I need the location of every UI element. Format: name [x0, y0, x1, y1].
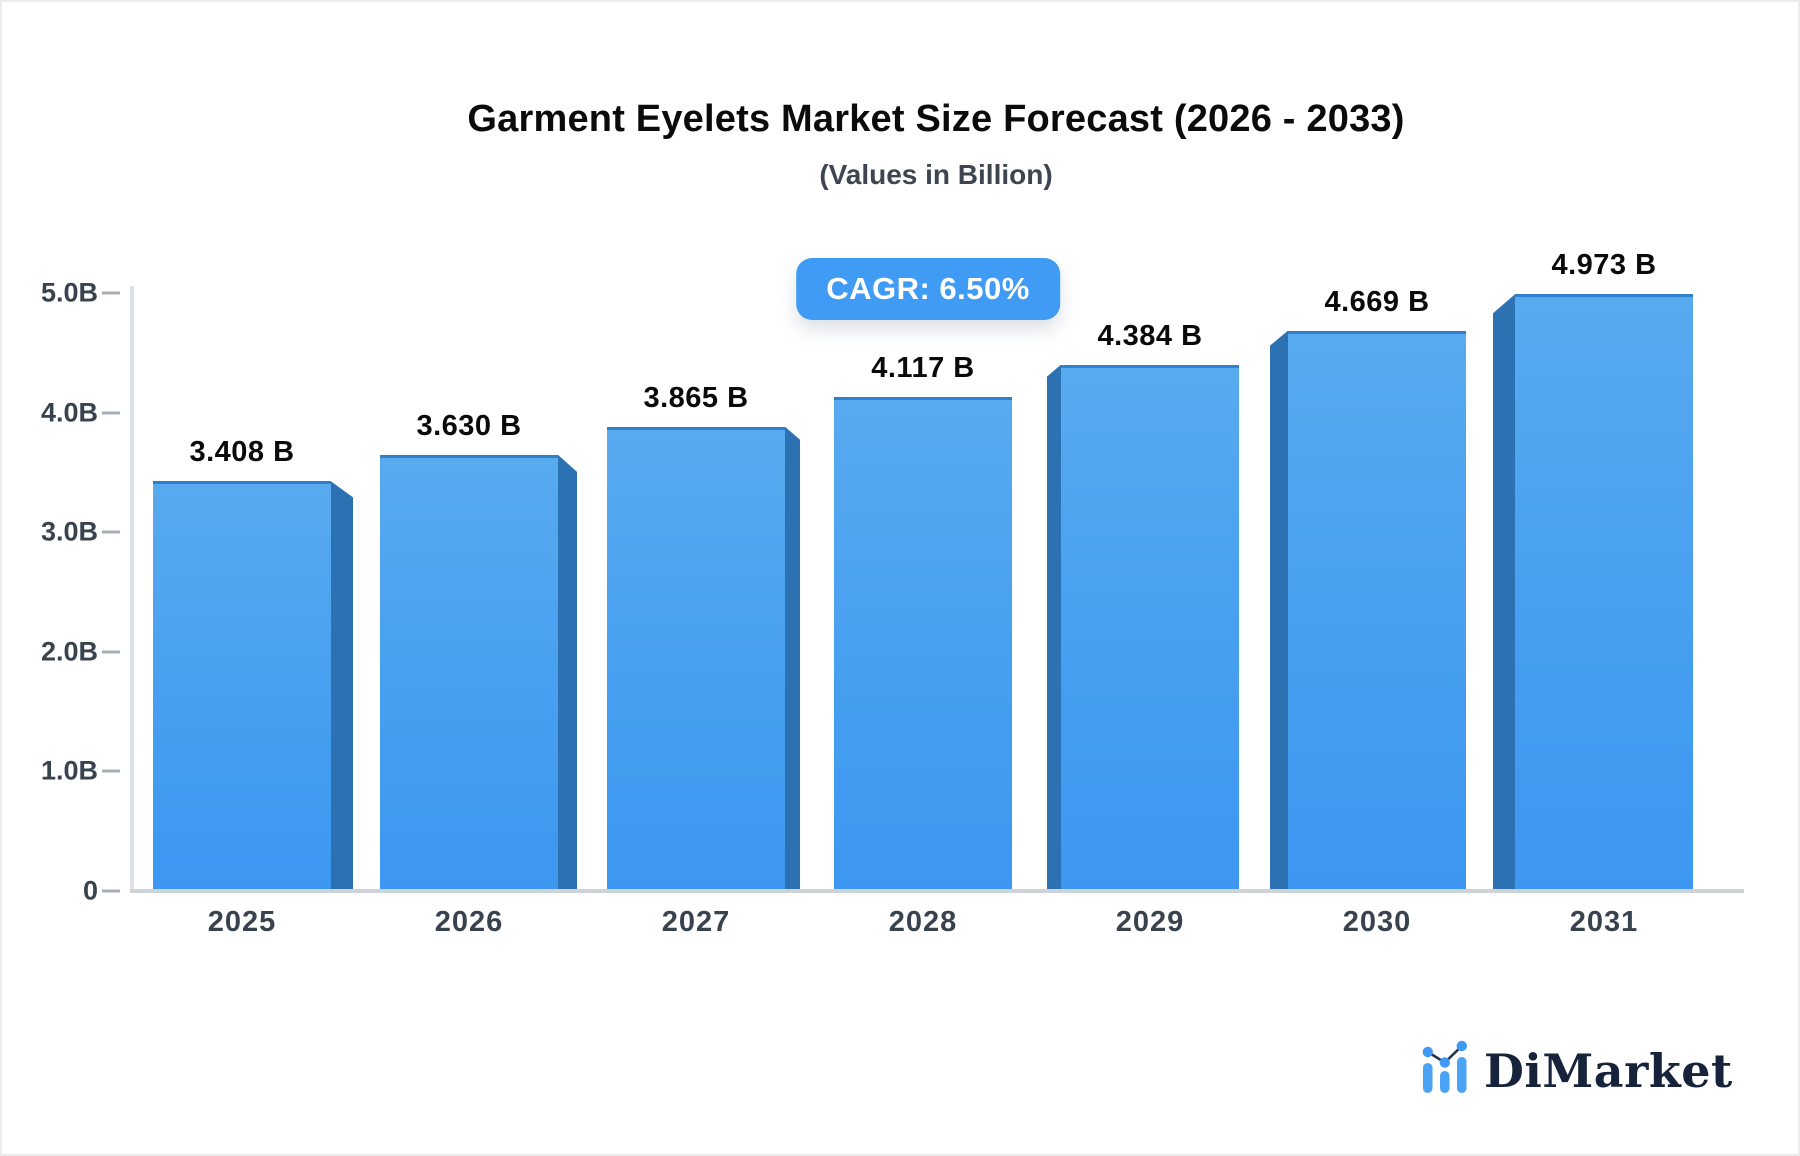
bar-value-label: 4.973 B — [1551, 249, 1657, 282]
y-tick-label: 2.0B — [40, 636, 98, 667]
bar-value-label: 3.408 B — [189, 436, 295, 469]
y-tick-label: 3.0B — [40, 516, 98, 547]
y-tick-dash — [102, 411, 120, 415]
x-axis-label: 2029 — [1115, 906, 1185, 938]
x-axis-label: 2031 — [1569, 906, 1639, 938]
y-tick-dash — [102, 530, 120, 534]
y-tick-dash — [102, 769, 120, 773]
chart-title: Garment Eyelets Market Size Forecast (20… — [467, 98, 1405, 140]
bar-side-2031 — [1493, 294, 1515, 889]
x-axis-label: 2026 — [434, 906, 504, 938]
bar-2026 — [380, 454, 558, 889]
y-tick-label: 4.0B — [40, 397, 98, 428]
x-axis-label: 2025 — [207, 906, 277, 938]
y-tick-dash — [102, 650, 120, 654]
cagr-badge: CAGR: 6.50% — [796, 258, 1060, 320]
bar-2030 — [1288, 330, 1466, 889]
bar-2025 — [153, 481, 331, 889]
x-axis-label: 2030 — [1342, 906, 1412, 938]
y-tick-dash — [102, 291, 120, 295]
x-axis-label: 2027 — [661, 906, 731, 938]
y-tick-label: 1.0B — [40, 755, 98, 786]
bar-2027 — [607, 426, 785, 889]
bar-value-label: 4.669 B — [1324, 285, 1430, 318]
bar-value-label: 3.865 B — [643, 381, 749, 414]
y-tick-label: 0 — [82, 875, 98, 906]
y-tick-label: 5.0B — [40, 277, 98, 308]
bar-side-2025 — [331, 481, 353, 889]
bar-side-2026 — [558, 454, 577, 889]
bar-value-label: 3.630 B — [416, 409, 522, 442]
chart-subtitle: (Values in Billion) — [819, 159, 1053, 190]
x-axis-line — [130, 889, 1744, 893]
bar-value-label: 4.117 B — [871, 351, 975, 384]
dimarket-logo: DiMarket — [1420, 1040, 1733, 1101]
bar-side-2030 — [1270, 330, 1288, 889]
chart-header: Garment Eyelets Market Size Forecast (20… — [74, 2, 1798, 191]
y-tick-dash — [102, 889, 120, 893]
x-axis-label: 2028 — [888, 906, 958, 938]
bar-side-2027 — [785, 426, 800, 889]
bar-value-label: 4.384 B — [1097, 319, 1203, 352]
logo-text: DiMarket — [1484, 1043, 1733, 1098]
bar-side-2029 — [1047, 364, 1061, 889]
bar-chart-logo-icon — [1420, 1040, 1472, 1101]
y-axis-line — [130, 286, 134, 891]
bar-2029 — [1061, 364, 1239, 889]
bar-2031 — [1515, 294, 1693, 889]
bar-2028 — [834, 396, 1012, 889]
